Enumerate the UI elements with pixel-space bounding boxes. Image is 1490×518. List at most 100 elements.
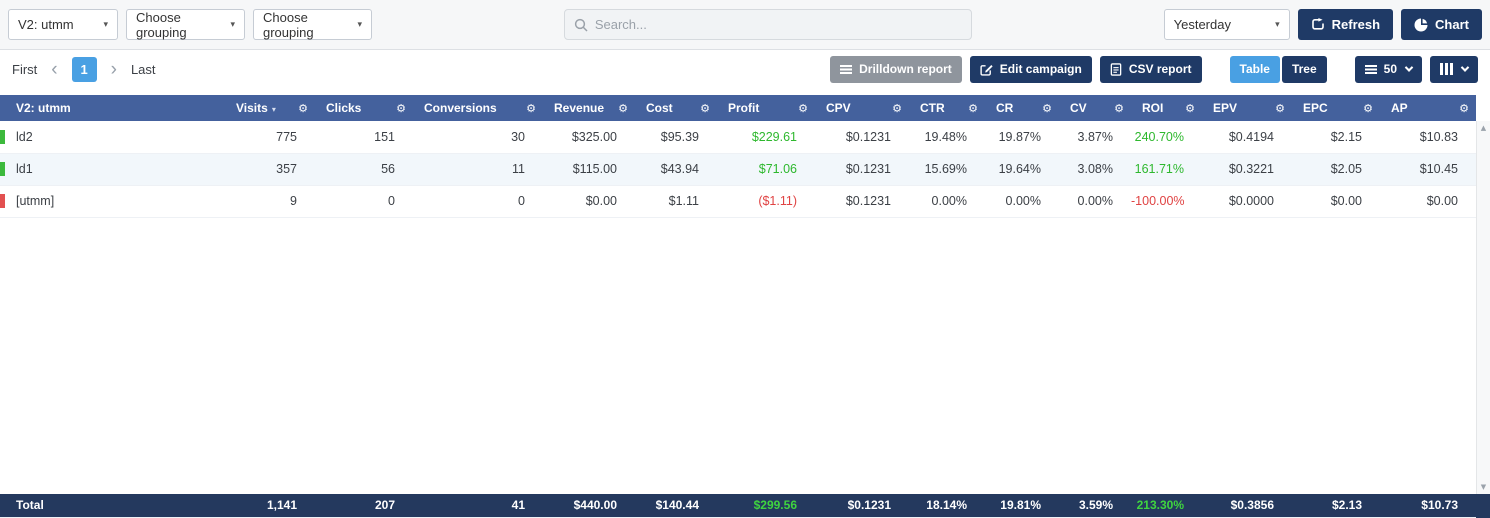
scroll-up-icon[interactable]: ▲: [1480, 124, 1487, 132]
row-name-cell[interactable]: ld1: [0, 153, 225, 186]
column-settings-icon[interactable]: ⚙: [1363, 101, 1373, 115]
column-header-ctr[interactable]: CTR ⚙: [909, 95, 985, 121]
row-name-cell[interactable]: [utmm]: [0, 185, 225, 218]
rows-per-page-select[interactable]: 50: [1354, 55, 1422, 83]
column-header-visits[interactable]: Visits ▾ ⚙: [225, 95, 315, 121]
column-header-clicks[interactable]: Clicks ⚙: [315, 95, 413, 121]
chevron-down-icon: [1460, 63, 1470, 72]
cell-ctr: 0.00%: [909, 185, 985, 218]
cell-epv: $0.4194: [1202, 121, 1292, 154]
date-range-select[interactable]: Yesterday ▾: [1163, 9, 1290, 40]
total-cv: 3.59%: [1059, 493, 1131, 518]
search-box[interactable]: [563, 9, 972, 40]
sort-caret-icon: ▾: [271, 105, 276, 114]
column-label: EPC: [1303, 101, 1328, 115]
column-settings-icon[interactable]: ⚙: [968, 101, 978, 115]
drilldown-report-button[interactable]: Drilldown report: [830, 55, 962, 83]
pagination-prev-icon[interactable]: ‹: [51, 58, 58, 80]
column-header-revenue[interactable]: Revenue ⚙: [543, 95, 635, 121]
rows-per-page-value: 50: [1383, 62, 1397, 76]
cell-roi: 161.71%: [1131, 153, 1202, 186]
view-table-button[interactable]: Table: [1229, 55, 1280, 83]
cell-profit: $229.61: [717, 121, 815, 154]
cell-epc: $2.05: [1292, 153, 1380, 186]
table-row[interactable]: ld1 357 56 11 $115.00 $43.94 $71.06 $0.1…: [0, 153, 1476, 186]
total-epv: $0.3856: [1202, 493, 1292, 518]
pagination-last[interactable]: Last: [130, 61, 156, 77]
total-visits: 1,141: [225, 493, 315, 518]
column-settings-icon[interactable]: ⚙: [298, 101, 308, 115]
column-settings-icon[interactable]: ⚙: [396, 101, 406, 115]
cell-roi: 240.70%: [1131, 121, 1202, 154]
total-row: Total 1,141 207 41 $440.00 $140.44 $299.…: [0, 493, 1476, 518]
date-range-value: Yesterday: [1173, 17, 1231, 32]
cell-cost: $1.11: [635, 185, 717, 218]
cell-ctr: 15.69%: [909, 153, 985, 186]
column-settings-icon[interactable]: ⚙: [798, 101, 808, 115]
pagination-next-icon[interactable]: ›: [110, 58, 117, 80]
cell-cv: 3.87%: [1059, 121, 1131, 154]
column-header-epv[interactable]: EPV ⚙: [1202, 95, 1292, 121]
grouping-select-2-value: Choose grouping: [263, 9, 314, 40]
total-roi: 213.30%: [1131, 493, 1202, 518]
chart-button[interactable]: Chart: [1401, 9, 1482, 40]
campaign-select-value: V2: utmm: [18, 17, 74, 32]
refresh-button[interactable]: Refresh: [1297, 9, 1394, 40]
columns-settings-button[interactable]: [1430, 55, 1478, 83]
view-tree-button[interactable]: Tree: [1281, 55, 1327, 83]
csv-report-button[interactable]: CSV report: [1099, 55, 1202, 83]
pagination-page-1[interactable]: 1: [71, 56, 97, 82]
column-settings-icon[interactable]: ⚙: [1275, 101, 1285, 115]
column-label: Profit: [728, 101, 760, 115]
cell-roi: -100.00%: [1131, 185, 1202, 218]
list-icon: [840, 64, 853, 74]
cell-revenue: $325.00: [543, 121, 635, 154]
cell-cpv: $0.1231: [815, 185, 909, 218]
csv-report-label: CSV report: [1128, 62, 1192, 76]
total-epc: $2.13: [1292, 493, 1380, 518]
cell-epv: $0.3221: [1202, 153, 1292, 186]
column-header-cpv[interactable]: CPV ⚙: [815, 95, 909, 121]
column-settings-icon[interactable]: ⚙: [1459, 101, 1469, 115]
scroll-down-icon[interactable]: ▼: [1480, 482, 1487, 491]
column-header-cr[interactable]: CR ⚙: [985, 95, 1059, 121]
cell-cost: $95.39: [635, 121, 717, 154]
vertical-scrollbar[interactable]: ▲ ▼: [1476, 121, 1490, 494]
chevron-down-icon: ▾: [357, 19, 362, 30]
search-input[interactable]: [594, 17, 962, 32]
pagination-first[interactable]: First: [12, 61, 38, 77]
row-name-cell[interactable]: ld2: [0, 121, 225, 154]
column-settings-icon[interactable]: ⚙: [1042, 101, 1052, 115]
csv-file-icon: [1110, 62, 1122, 76]
grouping-select-1[interactable]: Choose grouping ▾: [126, 9, 245, 40]
column-settings-icon[interactable]: ⚙: [618, 101, 628, 115]
table-row[interactable]: ld2 775 151 30 $325.00 $95.39 $229.61 $0…: [0, 121, 1476, 154]
column-settings-icon[interactable]: ⚙: [1114, 101, 1124, 115]
column-header-cv[interactable]: CV ⚙: [1059, 95, 1131, 121]
grouping-select-2[interactable]: Choose grouping ▾: [253, 9, 372, 40]
column-header-epc[interactable]: EPC ⚙: [1292, 95, 1380, 121]
column-header-cost[interactable]: Cost ⚙: [635, 95, 717, 121]
column-header-roi[interactable]: ROI ⚙: [1131, 95, 1202, 121]
column-header-profit[interactable]: Profit ⚙: [717, 95, 815, 121]
total-revenue: $440.00: [543, 493, 635, 518]
edit-campaign-button[interactable]: Edit campaign: [969, 55, 1092, 83]
column-header-name[interactable]: V2: utmm: [0, 95, 225, 121]
cell-cpv: $0.1231: [815, 121, 909, 154]
column-label: Cost: [646, 101, 673, 115]
column-settings-icon[interactable]: ⚙: [700, 101, 710, 115]
column-label: Revenue: [554, 101, 605, 115]
cell-ap: $10.83: [1380, 121, 1476, 154]
column-label: CTR: [920, 101, 945, 115]
column-settings-icon[interactable]: ⚙: [1185, 101, 1195, 115]
search-icon: [574, 18, 588, 32]
report-actions: Drilldown report Edit campaign CSV repor…: [830, 55, 1478, 83]
report-table: V2: utmm Visits ▾ ⚙ Clicks ⚙ Conversions ⚙ R…: [0, 95, 1476, 218]
column-header-conversions[interactable]: Conversions ⚙: [413, 95, 543, 121]
column-settings-icon[interactable]: ⚙: [892, 101, 902, 115]
column-header-ap[interactable]: AP ⚙: [1380, 95, 1476, 121]
table-row[interactable]: [utmm] 9 0 0 $0.00 $1.11 ($1.11) $0.1231…: [0, 185, 1476, 218]
column-settings-icon[interactable]: ⚙: [526, 101, 536, 115]
campaign-select[interactable]: V2: utmm ▾: [8, 9, 118, 40]
